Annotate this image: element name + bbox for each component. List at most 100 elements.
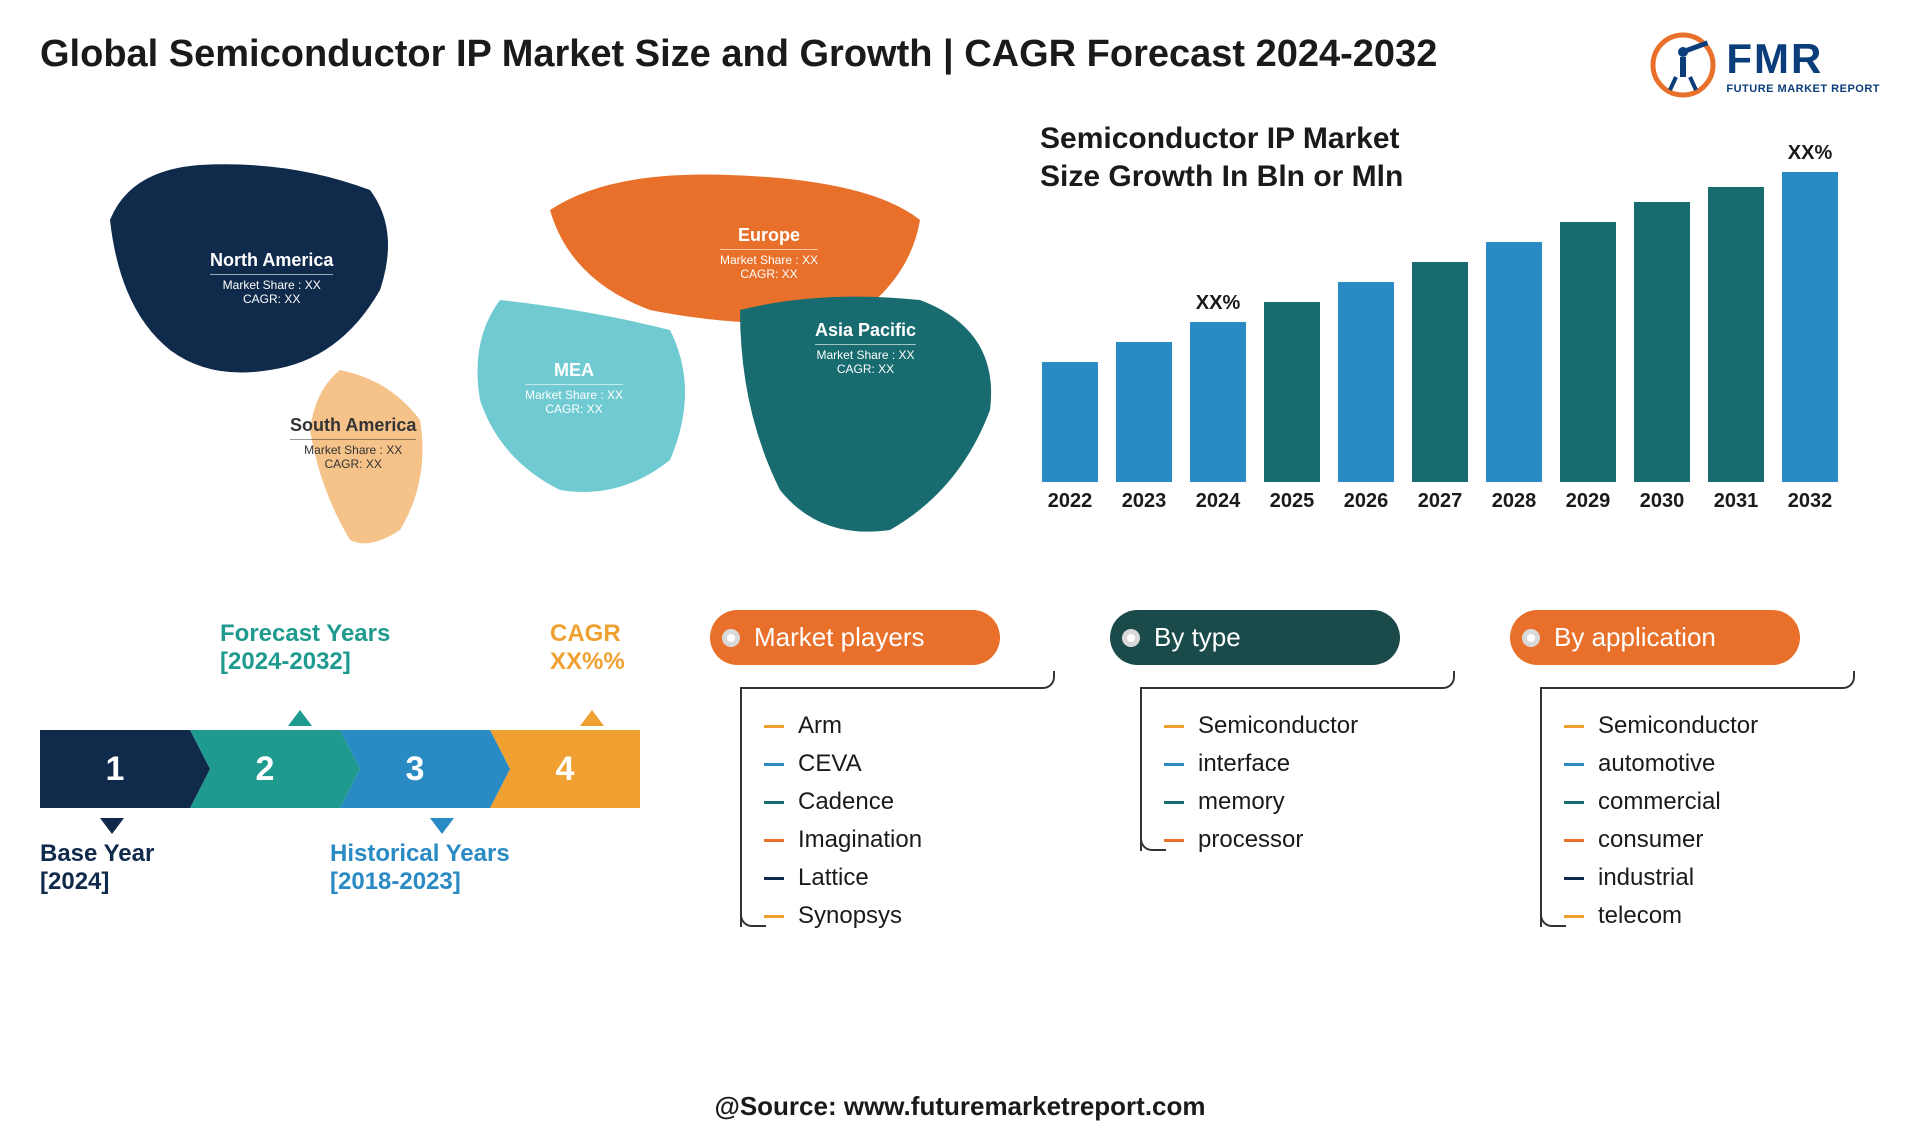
- timeline-step-3: 3: [340, 730, 490, 808]
- timeline-marker-icon: [100, 818, 124, 834]
- item-text: industrial: [1598, 864, 1694, 892]
- category-item: processor: [1164, 821, 1480, 859]
- category-item: Arm: [764, 707, 1080, 745]
- bar-year-label: 2032: [1788, 490, 1833, 513]
- tick-icon: [1564, 877, 1584, 880]
- tick-icon: [764, 839, 784, 842]
- bar-fill: [1782, 172, 1838, 482]
- bar-fill: [1560, 222, 1616, 482]
- source-attribution: @Source: www.futuremarketreport.com: [714, 1091, 1205, 1122]
- bar-fill: [1042, 362, 1098, 482]
- bar-fill: [1486, 242, 1542, 482]
- map-label: Asia PacificMarket Share : XXCAGR: XX: [815, 320, 916, 376]
- bar-year-label: 2022: [1048, 490, 1093, 513]
- logo-text-sub: FUTURE MARKET REPORT: [1726, 83, 1880, 95]
- timeline-label: Historical Years[2018-2023]: [330, 840, 510, 896]
- tick-icon: [1564, 725, 1584, 728]
- category-title: By type: [1154, 622, 1241, 653]
- timeline-label: Base Year[2024]: [40, 840, 154, 896]
- bar-2025: 2025: [1262, 302, 1322, 513]
- bar-fill: [1412, 262, 1468, 482]
- category-items: Arm CEVA Cadence Imagination Lattice Synopsys: [710, 689, 1080, 935]
- tick-icon: [764, 763, 784, 766]
- bar-2031: 2031: [1706, 187, 1766, 513]
- timeline-marker-icon: [288, 710, 312, 726]
- category-title: By application: [1554, 622, 1716, 653]
- world-map: North AmericaMarket Share : XXCAGR: XXSo…: [40, 120, 1000, 560]
- chart-title: Semiconductor IP Market Size Growth In B…: [1040, 120, 1420, 195]
- tick-icon: [1564, 801, 1584, 804]
- bar-annotation: XX%: [1196, 292, 1240, 315]
- bar-2024: 2024XX%: [1188, 322, 1248, 513]
- category-item: Cadence: [764, 783, 1080, 821]
- tick-icon: [1564, 839, 1584, 842]
- tick-icon: [1564, 915, 1584, 918]
- item-text: Semiconductor: [1198, 712, 1358, 740]
- underline: [1540, 671, 1855, 689]
- timeline-section: 1234 Base Year[2024] Forecast Years[2024-…: [40, 610, 680, 930]
- underline: [1140, 671, 1455, 689]
- timeline-label: Forecast Years[2024-2032]: [220, 620, 390, 676]
- item-text: memory: [1198, 788, 1285, 816]
- bar-fill: [1116, 342, 1172, 482]
- bar-fill: [1264, 302, 1320, 482]
- category-pill: By application: [1510, 610, 1800, 665]
- category-item: Semiconductor: [1164, 707, 1480, 745]
- bullet-icon: [1522, 629, 1540, 647]
- bar-annotation: XX%: [1788, 142, 1832, 165]
- category-item: industrial: [1564, 859, 1880, 897]
- bar-year-label: 2031: [1714, 490, 1759, 513]
- item-text: Arm: [798, 712, 842, 740]
- category-item: CEVA: [764, 745, 1080, 783]
- bar-year-label: 2026: [1344, 490, 1389, 513]
- tick-icon: [1164, 801, 1184, 804]
- tick-icon: [1164, 763, 1184, 766]
- tick-icon: [764, 877, 784, 880]
- bar-2030: 2030: [1632, 202, 1692, 513]
- category-by-type: By type Semiconductor interface memory proce…: [1110, 610, 1480, 935]
- category-title: Market players: [754, 622, 925, 653]
- category-item: Imagination: [764, 821, 1080, 859]
- category-item: Synopsys: [764, 897, 1080, 935]
- logo-text-main: FMR: [1726, 35, 1880, 83]
- bar-chart: 2022 2023 2024XX% 2025 2026 2027 2028 2029 2030 2…: [1040, 203, 1880, 513]
- tick-icon: [764, 725, 784, 728]
- bar-2028: 2028: [1484, 242, 1544, 513]
- page-title: Global Semiconductor IP Market Size and …: [40, 30, 1437, 79]
- bar-year-label: 2023: [1122, 490, 1167, 513]
- bar-2027: 2027: [1410, 262, 1470, 513]
- category-item: interface: [1164, 745, 1480, 783]
- item-text: commercial: [1598, 788, 1721, 816]
- item-text: automotive: [1598, 750, 1715, 778]
- timeline-label: CAGRXX%%: [550, 620, 625, 676]
- item-text: CEVA: [798, 750, 862, 778]
- tick-icon: [764, 801, 784, 804]
- timeline-step-1: 1: [40, 730, 190, 808]
- category-market-players: Market players Arm CEVA Cadence Imagination L…: [710, 610, 1080, 935]
- category-pill: By type: [1110, 610, 1400, 665]
- item-text: Cadence: [798, 788, 894, 816]
- bullet-icon: [1122, 629, 1140, 647]
- item-text: Semiconductor: [1598, 712, 1758, 740]
- item-text: Lattice: [798, 864, 869, 892]
- bar-year-label: 2030: [1640, 490, 1685, 513]
- item-text: interface: [1198, 750, 1290, 778]
- telescope-icon: [1648, 30, 1718, 100]
- category-item: Semiconductor: [1564, 707, 1880, 745]
- tick-icon: [1164, 725, 1184, 728]
- bullet-icon: [722, 629, 740, 647]
- bar-2022: 2022: [1040, 362, 1100, 513]
- item-text: Imagination: [798, 826, 922, 854]
- category-pill: Market players: [710, 610, 1000, 665]
- bar-year-label: 2025: [1270, 490, 1315, 513]
- category-item: Lattice: [764, 859, 1080, 897]
- map-label: South AmericaMarket Share : XXCAGR: XX: [290, 415, 416, 471]
- bar-year-label: 2029: [1566, 490, 1611, 513]
- bar-2026: 2026: [1336, 282, 1396, 513]
- timeline-boxes: 1234: [40, 730, 640, 808]
- bar-year-label: 2027: [1418, 490, 1463, 513]
- item-text: telecom: [1598, 902, 1682, 930]
- bar-fill: [1338, 282, 1394, 482]
- tick-icon: [764, 915, 784, 918]
- category-by-application: By application Semiconductor automotive com…: [1510, 610, 1880, 935]
